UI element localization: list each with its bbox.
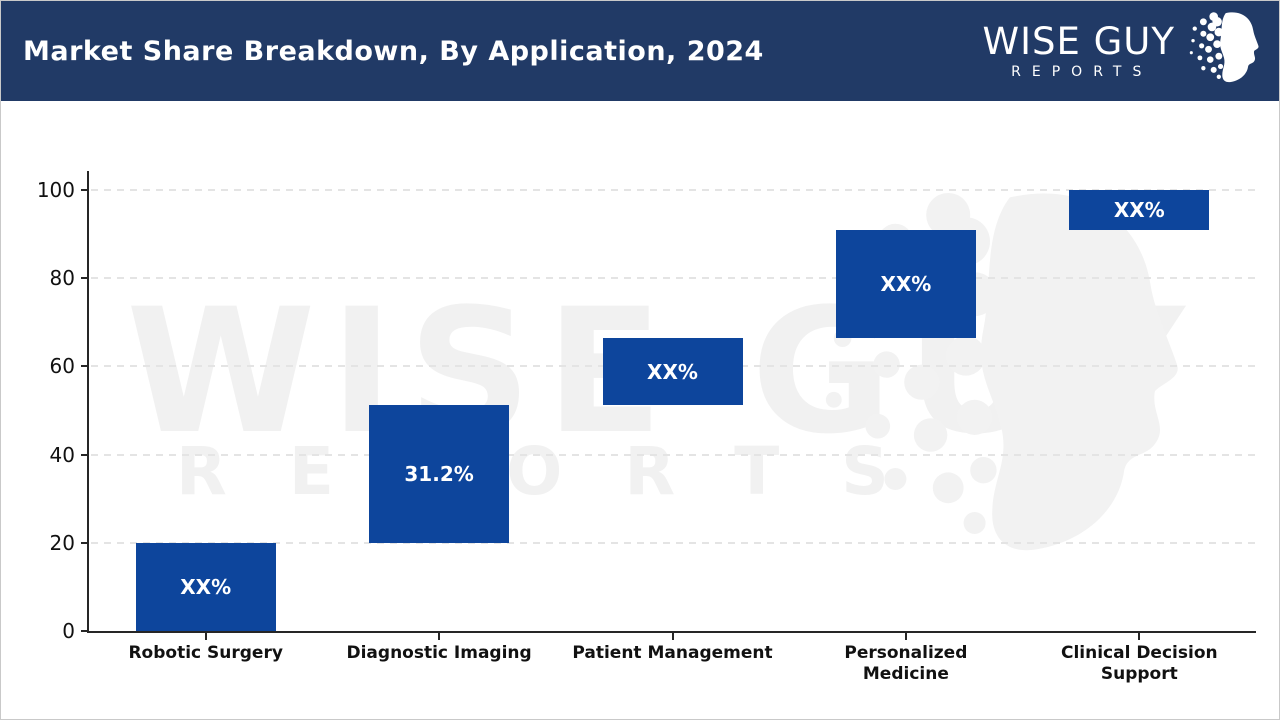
- page-title: Market Share Breakdown, By Application, …: [23, 35, 764, 67]
- bar-value-label: 31.2%: [404, 461, 474, 486]
- x-axis-tick: [904, 633, 907, 640]
- bar-3: XX%: [602, 338, 743, 406]
- x-axis-tick: [1138, 633, 1141, 640]
- y-axis-line: [87, 171, 89, 633]
- y-axis-tick: [81, 189, 89, 191]
- x-axis-category-label: Robotic Surgery: [128, 643, 283, 663]
- gridline: [91, 277, 1256, 280]
- x-axis-tick: [204, 633, 207, 640]
- x-axis-category-label: Clinical Decision Support: [1060, 643, 1218, 685]
- y-axis-tick-label: 20: [49, 530, 75, 555]
- brand-logo: WISE GUY REPORTS: [983, 1, 1267, 101]
- bar-value-label: XX%: [1113, 197, 1165, 222]
- gridline: [91, 453, 1256, 456]
- x-axis-line: [87, 631, 1256, 633]
- y-axis-tick: [81, 365, 89, 368]
- brand-name: WISE GUY: [982, 19, 1175, 63]
- bar-value-label: XX%: [880, 271, 932, 296]
- bar-5: XX%: [1069, 190, 1210, 230]
- brand-subname: REPORTS: [1011, 63, 1153, 80]
- y-axis-tick: [81, 277, 89, 280]
- x-axis-tick: [671, 633, 674, 640]
- y-axis-tick-label: 80: [49, 266, 75, 291]
- y-axis-tick: [81, 541, 89, 544]
- y-axis-tick: [81, 630, 89, 632]
- bar-value-label: XX%: [647, 359, 698, 384]
- y-axis-tick-label: 60: [49, 354, 75, 379]
- bar-1: XX%: [135, 542, 276, 631]
- x-axis-tick: [438, 633, 441, 640]
- y-axis-tick-label: 40: [49, 442, 75, 467]
- x-axis-category-label: Patient Management: [572, 643, 773, 663]
- bar-2: 31.2%: [369, 405, 510, 543]
- y-axis-tick-label: 0: [62, 619, 75, 643]
- x-axis-category-label: Diagnostic Imaging: [346, 643, 532, 663]
- y-axis-tick: [81, 453, 89, 456]
- y-axis-tick-label: 100: [36, 178, 75, 202]
- gridline: [91, 541, 1256, 544]
- x-axis-category-label: Personalized Medicine: [844, 643, 968, 685]
- gridline: [91, 189, 1256, 191]
- bar-value-label: XX%: [180, 574, 232, 599]
- brand-head-icon: [1181, 8, 1267, 94]
- brand-logo-text: WISE GUY REPORTS: [983, 23, 1175, 80]
- header: Market Share Breakdown, By Application, …: [1, 1, 1279, 101]
- bar-4: XX%: [835, 229, 976, 339]
